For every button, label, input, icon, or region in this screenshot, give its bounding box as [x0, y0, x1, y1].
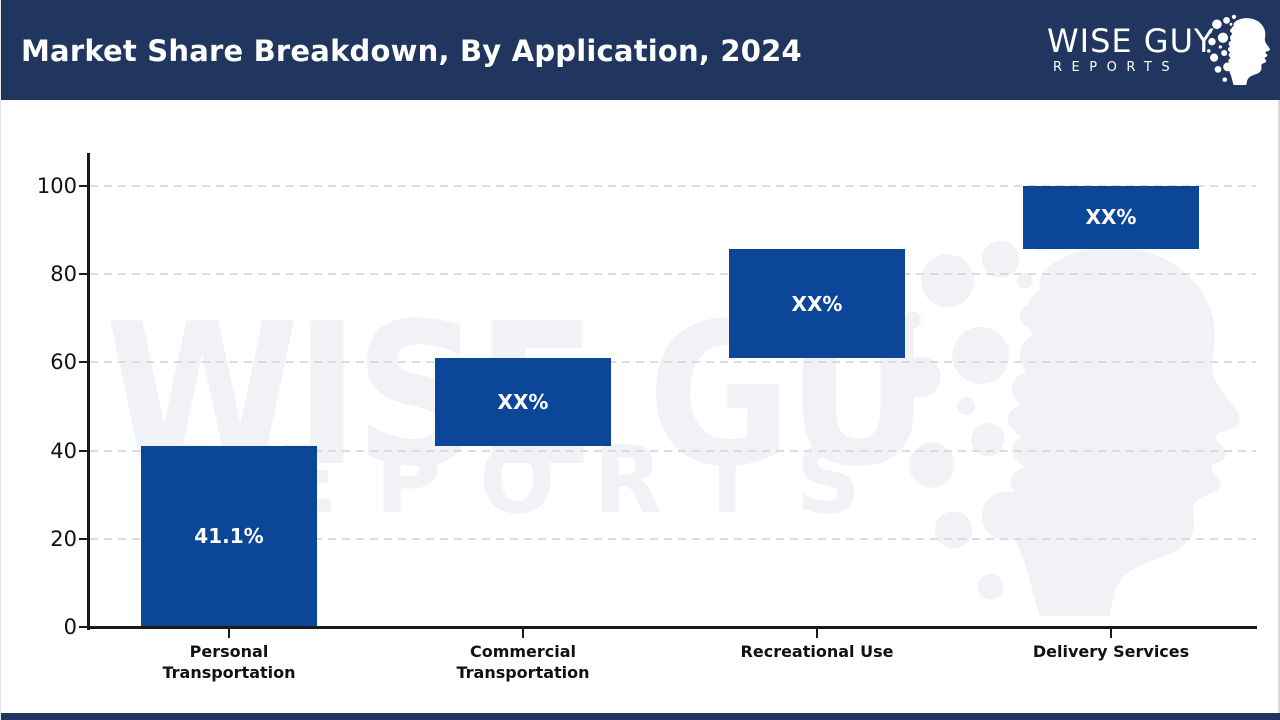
x-tick-mark: [1110, 629, 1112, 638]
y-tick-mark: [79, 449, 87, 452]
y-tick-mark: [79, 626, 87, 628]
logo-head-icon: [1207, 14, 1270, 85]
gridline: [90, 361, 1256, 364]
x-tick-mark: [816, 629, 818, 638]
bar-value-label: XX%: [791, 291, 843, 316]
bar-value-label: XX%: [1085, 205, 1137, 230]
bar-segment: [729, 248, 905, 359]
watermark-head-icon: [892, 227, 1240, 617]
y-tick-mark: [79, 537, 87, 540]
header-bar: Market Share Breakdown, By Application, …: [1, 0, 1280, 100]
gridline: [90, 185, 1256, 187]
x-tick-mark: [522, 629, 524, 638]
page-title: Market Share Breakdown, By Application, …: [21, 34, 802, 68]
logo-wordmark: WISE GUY: [1047, 22, 1215, 60]
x-tick-mark: [228, 629, 230, 638]
y-tick-label: 0: [63, 615, 77, 639]
x-category-label: Commercial Transportation: [456, 642, 590, 682]
x-axis-line: [87, 626, 1257, 629]
bar-value-label: 41.1%: [194, 524, 264, 549]
gridline: [90, 537, 1256, 540]
y-tick-label: 20: [50, 526, 77, 551]
y-tick-label: 40: [50, 438, 77, 463]
x-category-label: Personal Transportation: [162, 642, 296, 682]
bar-segment: [435, 358, 611, 446]
bar-segment: [1023, 186, 1199, 249]
bar-segment: [141, 445, 317, 627]
gridline: [90, 273, 1256, 276]
brand-logo: WISE GUY REPORTS: [1011, 4, 1270, 96]
y-tick-label: 100: [36, 174, 77, 198]
x-category-label: Delivery Services: [1032, 642, 1190, 661]
gridline: [90, 449, 1256, 452]
y-tick-label: 80: [50, 262, 77, 287]
y-tick-mark: [79, 185, 87, 187]
logo-subtitle: REPORTS: [1053, 60, 1180, 75]
bar-value-label: XX%: [497, 390, 549, 415]
y-axis-line: [87, 153, 90, 630]
footer-bar: [1, 713, 1280, 720]
y-tick-label: 60: [50, 350, 77, 375]
y-tick-mark: [79, 361, 87, 364]
x-category-label: Recreational Use: [740, 642, 894, 661]
y-tick-mark: [79, 273, 87, 276]
